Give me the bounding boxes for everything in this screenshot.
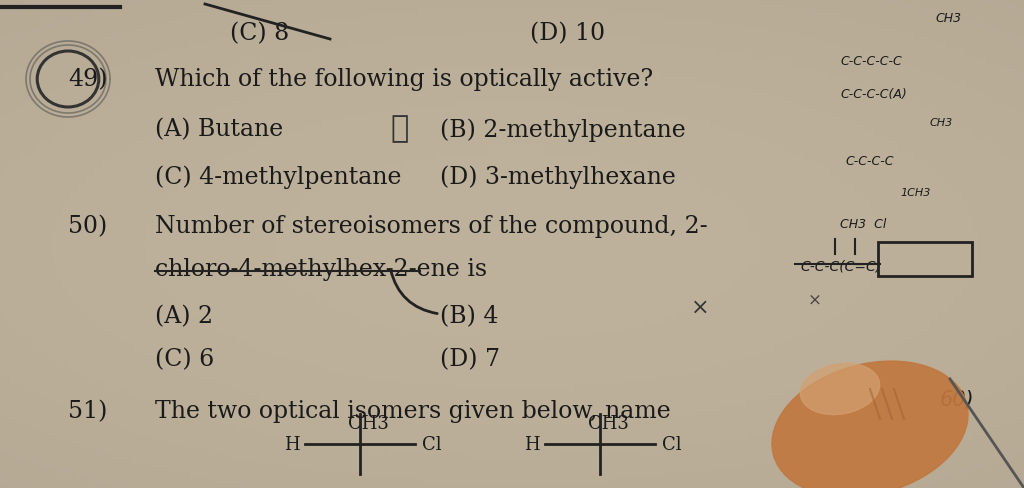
Text: CH3: CH3	[935, 12, 962, 25]
Text: Cl: Cl	[422, 435, 441, 453]
Text: ×: ×	[808, 291, 822, 308]
Text: (D) 3-methylhexane: (D) 3-methylhexane	[440, 164, 676, 188]
Text: (D) 7: (D) 7	[440, 347, 500, 370]
Text: CH3: CH3	[930, 118, 953, 128]
Text: 49): 49)	[68, 68, 108, 91]
Text: Number of stereoisomers of the compound, 2-: Number of stereoisomers of the compound,…	[155, 215, 708, 238]
Text: (B) 4: (B) 4	[440, 305, 499, 327]
Text: chloro-4-methylhex-2-ene is: chloro-4-methylhex-2-ene is	[155, 258, 487, 281]
Text: Cl: Cl	[662, 435, 682, 453]
Text: (B) 2-methylpentane: (B) 2-methylpentane	[440, 118, 686, 141]
Text: (A) 2: (A) 2	[155, 305, 213, 327]
Text: CH3: CH3	[588, 414, 629, 432]
Text: H: H	[285, 435, 300, 453]
Text: C-C-C(C=C): C-C-C(C=C)	[800, 260, 881, 273]
Text: ×: ×	[690, 296, 710, 318]
Text: 50): 50)	[68, 215, 108, 238]
Text: C-C-C-C(A): C-C-C-C(A)	[840, 88, 906, 101]
Text: CH3  Cl: CH3 Cl	[840, 218, 887, 230]
Text: 1CH3: 1CH3	[900, 187, 931, 198]
Text: (C) 6: (C) 6	[155, 347, 214, 370]
Text: ✕: ✕	[390, 113, 409, 143]
Text: The two optical isomers given below, name: The two optical isomers given below, nam…	[155, 399, 671, 422]
Text: C-C-C-C: C-C-C-C	[845, 155, 894, 168]
Text: (D) 10: (D) 10	[530, 22, 605, 45]
Text: CH3: CH3	[347, 414, 388, 432]
Text: C-C-C-C-C: C-C-C-C-C	[840, 55, 902, 68]
Text: (C) 8: (C) 8	[230, 22, 289, 45]
Text: Which of the following is optically active?: Which of the following is optically acti…	[155, 68, 653, 91]
Ellipse shape	[772, 361, 968, 488]
Text: (A) Butane: (A) Butane	[155, 118, 284, 141]
Ellipse shape	[801, 364, 880, 415]
Text: 51): 51)	[68, 399, 108, 422]
Text: (C) 4-methylpentane: (C) 4-methylpentane	[155, 164, 401, 188]
FancyArrowPatch shape	[390, 270, 437, 314]
Text: H: H	[524, 435, 540, 453]
Text: 60): 60)	[940, 389, 975, 409]
